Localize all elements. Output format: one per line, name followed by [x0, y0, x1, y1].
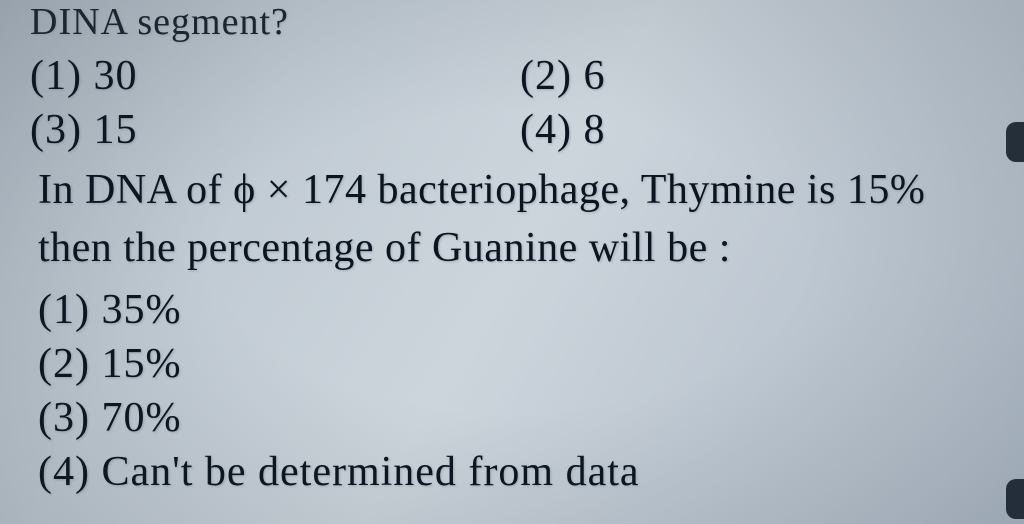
q1-option-3: (3) 15: [30, 106, 520, 154]
q2-option-2: (2) 15%: [30, 340, 994, 388]
q2-option-1: (1) 35%: [30, 286, 994, 334]
question-2-text: In DNA of ϕ × 174 bacteriophage, Thymine…: [30, 162, 994, 278]
q1-option-1: (1) 30: [30, 52, 520, 100]
page-edge-mark-bottom: [1006, 479, 1024, 519]
q1-option-2: (2) 6: [520, 52, 605, 100]
q1-options-row-2: (3) 15 (4) 8: [30, 106, 994, 154]
q2-option-3: (3) 70%: [30, 394, 994, 442]
q1-option-4: (4) 8: [520, 106, 605, 154]
header-partial-text: DINA segment?: [30, 0, 994, 44]
page-surface: DINA segment? (1) 30 (2) 6 (3) 15 (4) 8 …: [0, 0, 1024, 524]
page-edge-mark-top: [1006, 122, 1024, 162]
q1-options-row-1: (1) 30 (2) 6: [30, 52, 994, 100]
q2-option-4: (4) Can't be determined from data: [30, 448, 994, 496]
